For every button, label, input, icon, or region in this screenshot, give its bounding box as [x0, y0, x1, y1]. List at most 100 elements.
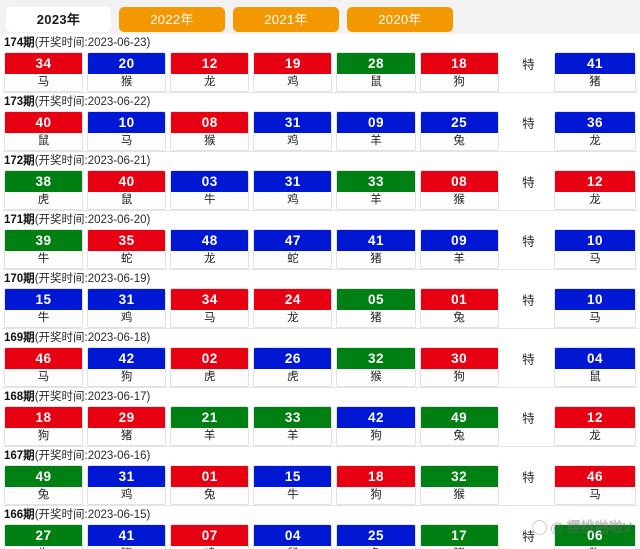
ball-zodiac: 羊	[420, 251, 498, 268]
draw-row: 38 虎 40 鼠 03 牛 31 鸡 33 羊 08 猴特 12 龙	[0, 170, 640, 210]
normal-ball: 31 鸡	[87, 288, 167, 328]
draw-results-list: 174期(开奖时间:2023-06-23) 34 马 20 猴 12 龙 19 鸡 28 鼠 18 狗特…	[0, 34, 640, 549]
ball-number: 19	[254, 53, 332, 74]
normal-ball: 05 猪	[336, 288, 416, 328]
special-ball-label: 特	[522, 530, 535, 544]
ball-zodiac: 狗	[5, 428, 83, 445]
draw-row: 18 狗 29 猪 21 羊 33 羊 42 狗 49 兔特 12 龙	[0, 406, 640, 446]
draw-row: 40 鼠 10 马 08 猴 31 鸡 09 羊 25 兔特 36 龙	[0, 111, 640, 151]
draw-period-number: 173期	[4, 96, 35, 108]
ball-number: 21	[171, 407, 249, 428]
special-ball-number: 06	[555, 525, 636, 546]
draw-date-text: (开奖时间:2023-06-15)	[34, 509, 151, 521]
ball-zodiac: 猪	[88, 428, 166, 445]
row-divider	[2, 151, 638, 152]
special-ball: 12 龙	[554, 170, 637, 210]
ball-zodiac: 兔	[5, 487, 83, 504]
year-tab-2022[interactable]: 2022年	[119, 6, 225, 32]
year-tab-bar: 2023年 2022年 2021年 2020年	[0, 0, 640, 34]
ball-number: 34	[5, 53, 83, 74]
draw-period-header: 169期(开奖时间:2023-06-18)	[0, 329, 640, 347]
normal-ball: 18 狗	[419, 52, 499, 92]
row-divider	[2, 505, 638, 506]
draw-period-number: 167期	[4, 450, 35, 462]
normal-ball: 18 狗	[336, 465, 416, 505]
normal-ball: 31 鸡	[253, 111, 333, 151]
special-ball-number: 12	[555, 407, 636, 428]
draw-period-number: 170期	[4, 273, 35, 285]
ball-number: 42	[88, 348, 166, 369]
special-ball-number: 10	[555, 230, 636, 251]
draw-period-header: 174期(开奖时间:2023-06-23)	[0, 34, 640, 52]
draw-row: 27牛41猪07鸡04鼠25兔17猪 特 06狗	[0, 524, 640, 549]
normal-ball: 27牛	[4, 524, 84, 549]
special-ball: 10 马	[554, 229, 637, 269]
ball-number: 40	[88, 171, 166, 192]
special-ball-zodiac: 马	[555, 487, 636, 504]
normal-ball: 01 兔	[419, 288, 499, 328]
ball-zodiac: 狗	[337, 487, 415, 504]
ball-zodiac: 鸡	[254, 192, 332, 209]
normal-ball: 03 牛	[170, 170, 250, 210]
normal-ball: 32 猴	[336, 347, 416, 387]
normal-ball: 38 虎	[4, 170, 84, 210]
ball-zodiac: 马	[5, 74, 83, 91]
ball-zodiac: 牛	[171, 192, 249, 209]
special-ball: 04 鼠	[554, 347, 637, 387]
ball-number: 42	[337, 407, 415, 428]
normal-ball: 47 蛇	[253, 229, 333, 269]
normal-ball: 28 鼠	[336, 52, 416, 92]
ball-number: 33	[254, 407, 332, 428]
draw-date-text: (开奖时间:2023-06-23)	[34, 37, 151, 49]
normal-ball: 41猪	[87, 524, 167, 549]
ball-zodiac: 龙	[171, 74, 249, 91]
ball-zodiac: 鸡	[254, 74, 332, 91]
draw-period-header: 166期(开奖时间:2023-06-15)	[0, 506, 640, 524]
year-tab-2023[interactable]: 2023年	[6, 6, 111, 32]
ball-number: 28	[337, 53, 415, 74]
normal-ball: 04鼠	[253, 524, 333, 549]
ball-number: 30	[420, 348, 498, 369]
ball-number: 31	[88, 466, 166, 487]
ball-number: 08	[171, 112, 249, 133]
ball-zodiac: 猴	[88, 74, 166, 91]
special-ball-zodiac: 鼠	[555, 369, 636, 386]
ball-number: 01	[420, 289, 498, 310]
ball-zodiac: 龙	[254, 310, 332, 327]
ball-number: 41	[337, 230, 415, 251]
ball-number: 31	[254, 112, 332, 133]
normal-ball: 25兔	[336, 524, 416, 549]
ball-zodiac: 鼠	[337, 74, 415, 91]
ball-number: 08	[420, 171, 498, 192]
normal-ball: 49 兔	[4, 465, 84, 505]
ball-number: 18	[337, 466, 415, 487]
normal-ball: 10 马	[87, 111, 167, 151]
row-divider	[2, 92, 638, 93]
ball-zodiac: 虎	[5, 192, 83, 209]
special-ball-number: 04	[555, 348, 636, 369]
draw-date-text: (开奖时间:2023-06-19)	[34, 273, 151, 285]
special-ball-zodiac: 马	[555, 310, 636, 327]
normal-ball: 30 狗	[419, 347, 499, 387]
year-tab-2021[interactable]: 2021年	[233, 6, 339, 32]
year-tab-2020[interactable]: 2020年	[347, 6, 453, 32]
draw-date-text: (开奖时间:2023-06-21)	[34, 155, 151, 167]
ball-zodiac: 羊	[171, 428, 249, 445]
normal-ball: 12 龙	[170, 52, 250, 92]
ball-zodiac: 马	[88, 133, 166, 150]
normal-ball: 33 羊	[253, 406, 333, 446]
ball-zodiac: 鸡	[254, 133, 332, 150]
draw-period-number: 169期	[4, 332, 35, 344]
special-ball-label: 特	[522, 353, 535, 367]
normal-ball: 26 虎	[253, 347, 333, 387]
special-ball-label: 特	[522, 117, 535, 131]
ball-number: 40	[5, 112, 83, 133]
row-divider	[2, 387, 638, 388]
ball-number: 25	[420, 112, 498, 133]
normal-ball: 42 狗	[336, 406, 416, 446]
ball-number: 15	[254, 466, 332, 487]
special-ball-label: 特	[522, 58, 535, 72]
draw-period-header: 168期(开奖时间:2023-06-17)	[0, 388, 640, 406]
special-ball: 10 马	[554, 288, 637, 328]
ball-number: 49	[420, 407, 498, 428]
